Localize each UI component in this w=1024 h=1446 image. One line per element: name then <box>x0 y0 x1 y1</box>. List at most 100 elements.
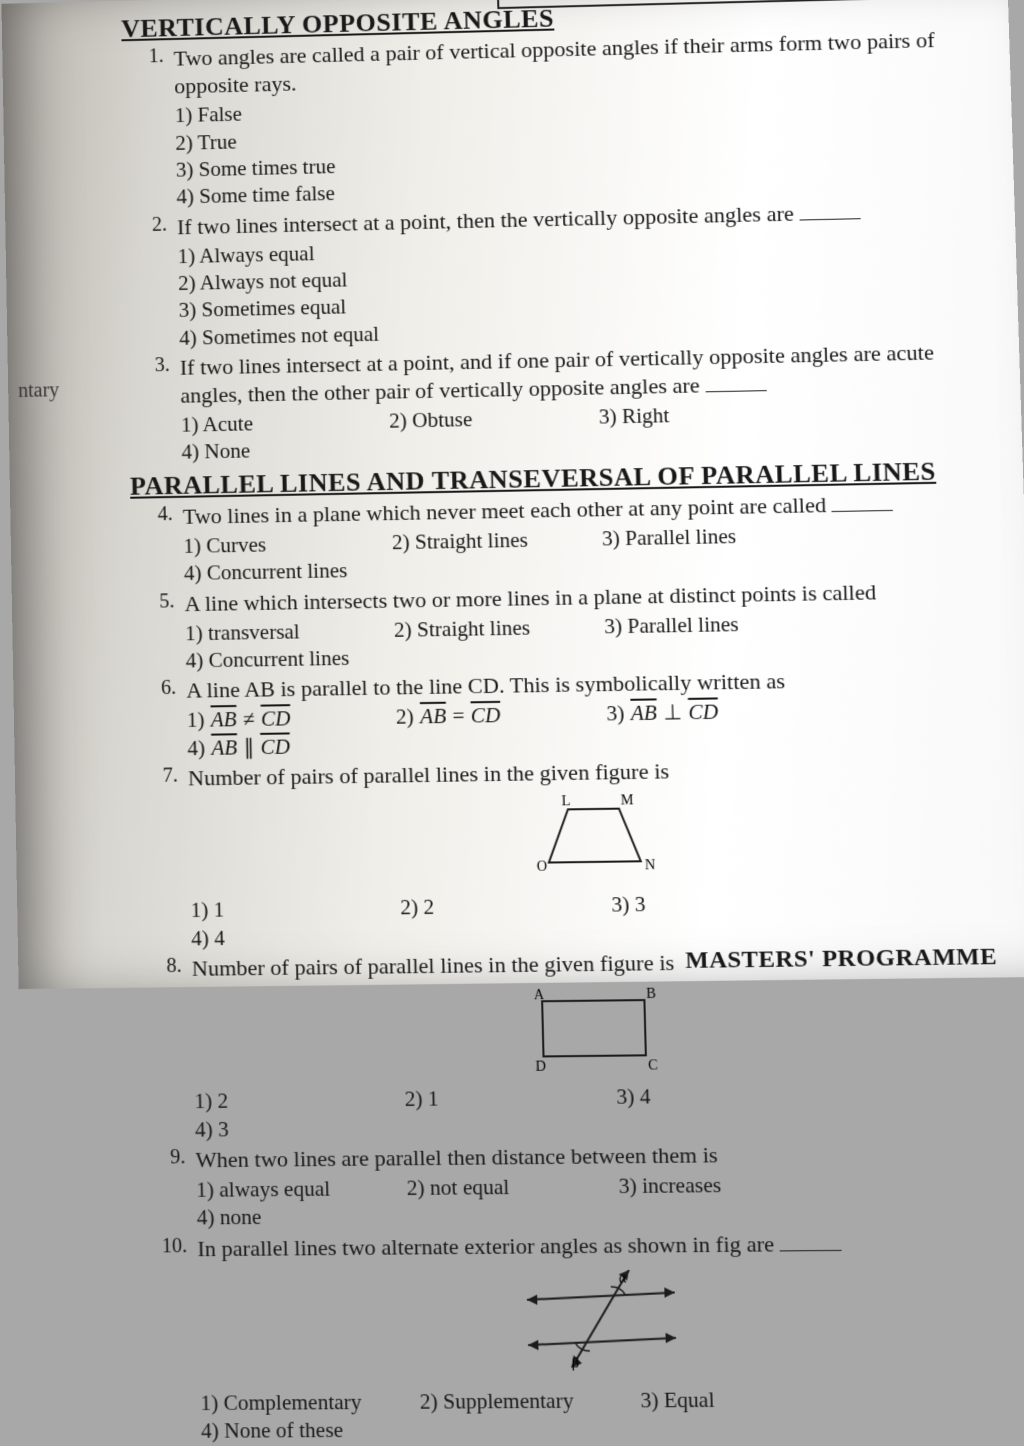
options: 1) transversal2) Straight lines3) Parall… <box>185 606 988 674</box>
option: 4) None of these <box>201 1416 421 1445</box>
fill-blank <box>705 370 767 392</box>
margin-word: ntary <box>18 379 59 403</box>
question-body: When two lines are parallel then distanc… <box>195 1138 1005 1232</box>
content-area: VERTICALLY OPPOSITE ANGLES1.Two angles a… <box>121 0 1012 1446</box>
option: 1) 2 <box>194 1086 405 1116</box>
footer-text: MASTERS' PROGRAMME <box>685 944 998 975</box>
fill-blank <box>779 1229 842 1251</box>
fill-blank <box>831 490 893 512</box>
question-body: If two lines intersect at a point, then … <box>177 195 978 352</box>
svg-text:A: A <box>534 988 545 1003</box>
options: 1) Always equal2) Always not equal3) Som… <box>177 225 977 351</box>
question: 5.A line which intersects two or more li… <box>132 576 988 676</box>
question-text: Number of pairs of parallel lines in the… <box>192 950 675 981</box>
figure-wrap: A B C D <box>192 978 1001 1086</box>
option: 1) Curves <box>183 529 392 560</box>
option: 4) 4 <box>191 922 401 952</box>
option: 1) 1 <box>190 894 400 924</box>
question-number: 3. <box>127 354 180 378</box>
svg-text:B: B <box>646 987 656 1003</box>
question-body: A line AB is parallel to the line CD. Th… <box>186 664 991 762</box>
svg-text:M: M <box>621 793 634 808</box>
option: 2) not equal <box>407 1173 620 1203</box>
question-number: 2. <box>125 213 177 237</box>
option: 3) Parallel lines <box>602 521 814 552</box>
figure-wrap: α β <box>198 1261 1011 1388</box>
option: 4) Concurrent lines <box>184 556 393 587</box>
svg-text:N: N <box>645 858 656 873</box>
option: 3) increases <box>618 1171 832 1201</box>
question-text: Number of pairs of parallel lines in the… <box>188 758 670 790</box>
fill-blank <box>799 198 861 220</box>
question: 9.When two lines are parallel then dista… <box>143 1138 1006 1233</box>
options: 1) 22) 13) 4 4) 3 <box>194 1079 1003 1143</box>
options: 1) always equal2) not equal3) increases 4… <box>196 1169 1006 1232</box>
question: 2.If two lines intersect at a point, the… <box>125 195 978 353</box>
option: 4) 3 <box>195 1114 406 1144</box>
question-body: Two angles are called a pair of vertical… <box>173 25 973 211</box>
options: 1) False2) True3) Some times true4) Some… <box>175 84 974 211</box>
option: 2) Supplementary <box>420 1387 641 1417</box>
option: 3) Equal <box>640 1385 863 1415</box>
question-body: Two lines in a plane which never meet ea… <box>183 488 986 588</box>
option: 2) 1 <box>405 1084 617 1114</box>
options: 1) Complementary2) Supplementary3) Equal… <box>200 1384 1012 1445</box>
question: 8.Number of pairs of parallel lines in t… <box>139 945 1003 1145</box>
question-text: If two lines intersect at a point, and i… <box>180 339 935 408</box>
question: 7.Number of pairs of parallel lines in t… <box>135 752 996 953</box>
option: 1) transversal <box>185 616 395 647</box>
question: 4.Two lines in a plane which never meet … <box>130 488 985 589</box>
svg-text:D: D <box>535 1059 546 1075</box>
question-body: If two lines intersect at a point, and i… <box>180 337 982 466</box>
option: 4) Concurrent lines <box>185 644 395 675</box>
option: 4) none <box>196 1202 407 1232</box>
option: 1) always equal <box>196 1174 407 1204</box>
option: 4) None <box>181 435 390 466</box>
question-number: 9. <box>143 1146 196 1170</box>
option: 1) Complementary <box>200 1388 420 1417</box>
option: 3) Parallel lines <box>604 609 816 640</box>
option: 3) 3 <box>611 889 824 920</box>
svg-text:C: C <box>648 1058 658 1074</box>
rectangle-figure: A B C D <box>511 981 677 1075</box>
option: 1) AB ≠ CD <box>187 704 397 735</box>
options: 1) AB ≠ CD2) AB = CD3) AB ⊥ CD 4) AB ∥ CD <box>187 695 991 763</box>
option: 3) 4 <box>616 1081 830 1111</box>
option: 2) 2 <box>400 892 612 923</box>
svg-text:L: L <box>561 794 570 809</box>
option: 4) AB ∥ CD <box>187 732 397 763</box>
options: 1) Acute2) Obtuse3) Right 4) None <box>181 396 982 466</box>
question-number: 8. <box>139 954 192 978</box>
options: 1) 12) 23) 3 4) 4 <box>190 887 996 953</box>
option: 1) Acute <box>181 408 390 439</box>
question-body: Number of pairs of parallel lines in the… <box>188 752 997 952</box>
option: 3) Right <box>598 400 809 432</box>
question-body: Number of pairs of parallel lines in the… <box>192 945 1003 1144</box>
option: 2) Straight lines <box>394 613 605 644</box>
page: ntary VERTICALLY OPPOSITE ANGLES1.Two an… <box>1 0 1024 989</box>
question: 6.A line AB is parallel to the line CD. … <box>134 664 991 763</box>
question-text: In parallel lines two alternate exterior… <box>197 1230 780 1261</box>
option: 2) Obtuse <box>389 404 599 436</box>
question-number: 7. <box>135 764 188 788</box>
option: 3) AB ⊥ CD <box>606 697 818 728</box>
question-number: 6. <box>134 677 187 701</box>
question-text: When two lines are parallel then distanc… <box>195 1142 718 1173</box>
question-number: 5. <box>132 590 185 614</box>
question-number: 1. <box>122 45 174 69</box>
figure-wrap: L M N O <box>188 785 994 895</box>
question-number: 4. <box>130 503 183 527</box>
option: 2) Straight lines <box>392 525 603 556</box>
question: 3.If two lines intersect at a point, and… <box>127 337 981 467</box>
question-number: 10. <box>144 1234 197 1258</box>
question-text: A line AB is parallel to the line CD. Th… <box>186 668 785 703</box>
question: 10.In parallel lines two alternate exter… <box>144 1227 1012 1445</box>
question: 1.Two angles are called a pair of vertic… <box>122 25 974 212</box>
transversal-figure: α β <box>508 1263 696 1378</box>
option: 2) AB = CD <box>396 701 607 732</box>
question-body: A line which intersects two or more line… <box>184 576 988 675</box>
trapezium-figure: L M N O <box>517 790 662 884</box>
svg-text:β: β <box>571 1356 579 1372</box>
question-body: In parallel lines two alternate exterior… <box>197 1227 1012 1445</box>
svg-text:O: O <box>537 860 548 875</box>
